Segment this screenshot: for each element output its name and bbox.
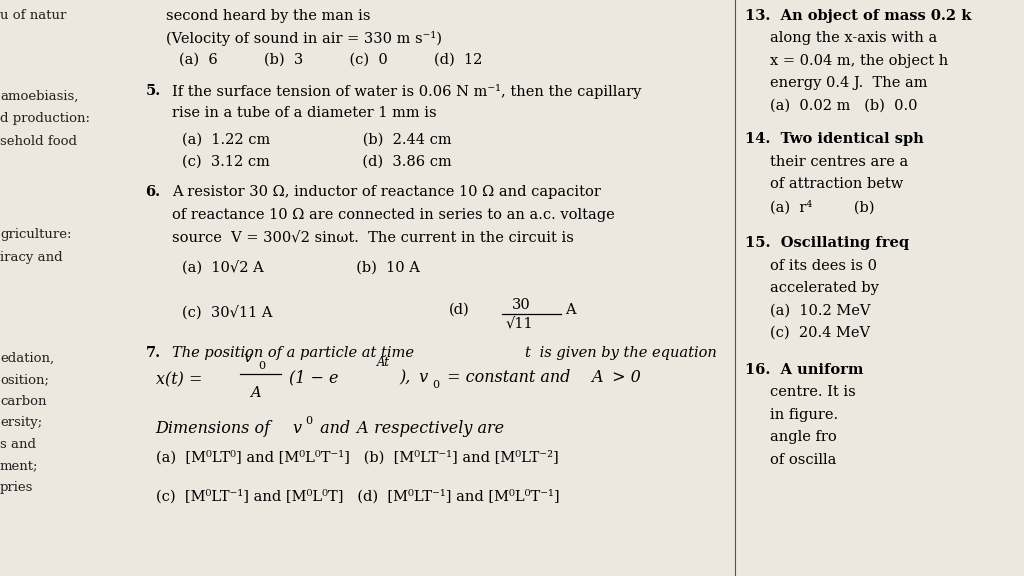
Text: A: A bbox=[356, 420, 368, 438]
Text: (a)  0.02 m   (b)  0.0: (a) 0.02 m (b) 0.0 bbox=[770, 98, 918, 112]
Text: angle fro: angle fro bbox=[770, 430, 837, 444]
Text: 5.: 5. bbox=[145, 84, 161, 97]
Text: At: At bbox=[377, 357, 390, 369]
Text: (a)  10.2 MeV: (a) 10.2 MeV bbox=[770, 304, 870, 317]
Text: (d): (d) bbox=[449, 303, 469, 317]
Text: of its dees is 0: of its dees is 0 bbox=[770, 259, 877, 272]
Text: in figure.: in figure. bbox=[770, 408, 839, 422]
Text: 0: 0 bbox=[258, 361, 265, 371]
Text: source  V = 300√2 sinωt.  The current in the circuit is: source V = 300√2 sinωt. The current in t… bbox=[172, 230, 573, 244]
Text: second heard by the man is: second heard by the man is bbox=[166, 9, 371, 22]
Text: t: t bbox=[524, 346, 530, 359]
Text: of oscilla: of oscilla bbox=[770, 453, 837, 467]
Text: ),: ), bbox=[399, 369, 411, 386]
Text: d production:: d production: bbox=[0, 112, 90, 126]
Text: x = 0.04 m, the object h: x = 0.04 m, the object h bbox=[770, 54, 948, 67]
Text: x(t) =: x(t) = bbox=[156, 372, 202, 389]
Text: 13.  An object of mass 0.2 k: 13. An object of mass 0.2 k bbox=[745, 9, 972, 22]
Text: A: A bbox=[565, 303, 575, 317]
Text: pries: pries bbox=[0, 481, 34, 494]
Text: carbon: carbon bbox=[0, 395, 46, 408]
Text: osition;: osition; bbox=[0, 373, 49, 386]
Text: 15.  Oscillating freq: 15. Oscillating freq bbox=[745, 236, 909, 250]
Text: ment;: ment; bbox=[0, 460, 39, 473]
Text: = constant and: = constant and bbox=[442, 369, 575, 386]
Text: 16.  A uniform: 16. A uniform bbox=[745, 363, 864, 377]
Text: 14.  Two identical sph: 14. Two identical sph bbox=[745, 132, 925, 146]
Text: is given by the equation: is given by the equation bbox=[535, 346, 716, 359]
Text: 0: 0 bbox=[305, 416, 312, 426]
Text: 6.: 6. bbox=[145, 185, 161, 199]
Text: of reactance 10 Ω are connected in series to an a.c. voltage: of reactance 10 Ω are connected in serie… bbox=[172, 208, 614, 222]
Text: (c)  30√11 A: (c) 30√11 A bbox=[182, 305, 272, 320]
Text: 0: 0 bbox=[432, 380, 439, 390]
Text: and: and bbox=[315, 420, 355, 438]
Text: 30: 30 bbox=[512, 298, 530, 312]
Text: accelerated by: accelerated by bbox=[770, 281, 879, 295]
Text: iracy and: iracy and bbox=[0, 251, 62, 264]
Text: energy 0.4 J.  The am: energy 0.4 J. The am bbox=[770, 76, 928, 90]
Text: (a)  1.22 cm                    (b)  2.44 cm: (a) 1.22 cm (b) 2.44 cm bbox=[182, 132, 452, 146]
Text: sehold food: sehold food bbox=[0, 135, 77, 149]
Text: A: A bbox=[250, 386, 260, 400]
Text: A: A bbox=[591, 369, 602, 386]
Text: (a)  10√2 A                    (b)  10 A: (a) 10√2 A (b) 10 A bbox=[182, 260, 420, 275]
Text: of attraction betw: of attraction betw bbox=[770, 177, 903, 191]
Text: (a)  6          (b)  3          (c)  0          (d)  12: (a) 6 (b) 3 (c) 0 (d) 12 bbox=[179, 53, 482, 67]
Text: A resistor 30 Ω, inductor of reactance 10 Ω and capacitor: A resistor 30 Ω, inductor of reactance 1… bbox=[172, 185, 601, 199]
Text: edation,: edation, bbox=[0, 351, 54, 365]
Text: (c)  [M⁰LT⁻¹] and [M⁰L⁰T]   (d)  [M⁰LT⁻¹] and [M⁰L⁰T⁻¹]: (c) [M⁰LT⁻¹] and [M⁰L⁰T] (d) [M⁰LT⁻¹] an… bbox=[156, 490, 559, 504]
Text: centre. It is: centre. It is bbox=[770, 385, 856, 399]
Text: > 0: > 0 bbox=[607, 369, 641, 386]
Text: their centres are a: their centres are a bbox=[770, 155, 908, 169]
Text: amoebiasis,: amoebiasis, bbox=[0, 89, 79, 103]
Text: respectively are: respectively are bbox=[369, 420, 504, 438]
Text: (a)  [M⁰LT⁰] and [M⁰L⁰T⁻¹]   (b)  [M⁰LT⁻¹] and [M⁰LT⁻²]: (a) [M⁰LT⁰] and [M⁰L⁰T⁻¹] (b) [M⁰LT⁻¹] a… bbox=[156, 450, 558, 465]
Text: √11: √11 bbox=[506, 317, 534, 331]
Text: v: v bbox=[293, 420, 302, 438]
Text: s and: s and bbox=[0, 438, 36, 451]
Text: rise in a tube of a diameter 1 mm is: rise in a tube of a diameter 1 mm is bbox=[172, 106, 436, 120]
Text: ersity;: ersity; bbox=[0, 416, 42, 429]
Text: u of natur: u of natur bbox=[0, 9, 67, 22]
Text: along the x-axis with a: along the x-axis with a bbox=[770, 31, 937, 45]
Text: v: v bbox=[414, 369, 428, 386]
Text: (Velocity of sound in air = 330 m s⁻¹): (Velocity of sound in air = 330 m s⁻¹) bbox=[166, 31, 442, 46]
Text: griculture:: griculture: bbox=[0, 228, 72, 241]
Text: The position of a particle at time: The position of a particle at time bbox=[172, 346, 419, 359]
Text: (a)  r⁴         (b): (a) r⁴ (b) bbox=[770, 200, 874, 214]
Text: (c)  20.4 MeV: (c) 20.4 MeV bbox=[770, 326, 870, 340]
Text: (c)  3.12 cm                    (d)  3.86 cm: (c) 3.12 cm (d) 3.86 cm bbox=[182, 155, 452, 169]
Text: If the surface tension of water is 0.06 N m⁻¹, then the capillary: If the surface tension of water is 0.06 … bbox=[172, 84, 641, 98]
Text: 7.: 7. bbox=[145, 346, 161, 359]
Text: (1 − e: (1 − e bbox=[289, 369, 338, 386]
Text: v: v bbox=[244, 351, 252, 365]
Text: Dimensions of: Dimensions of bbox=[156, 420, 275, 438]
